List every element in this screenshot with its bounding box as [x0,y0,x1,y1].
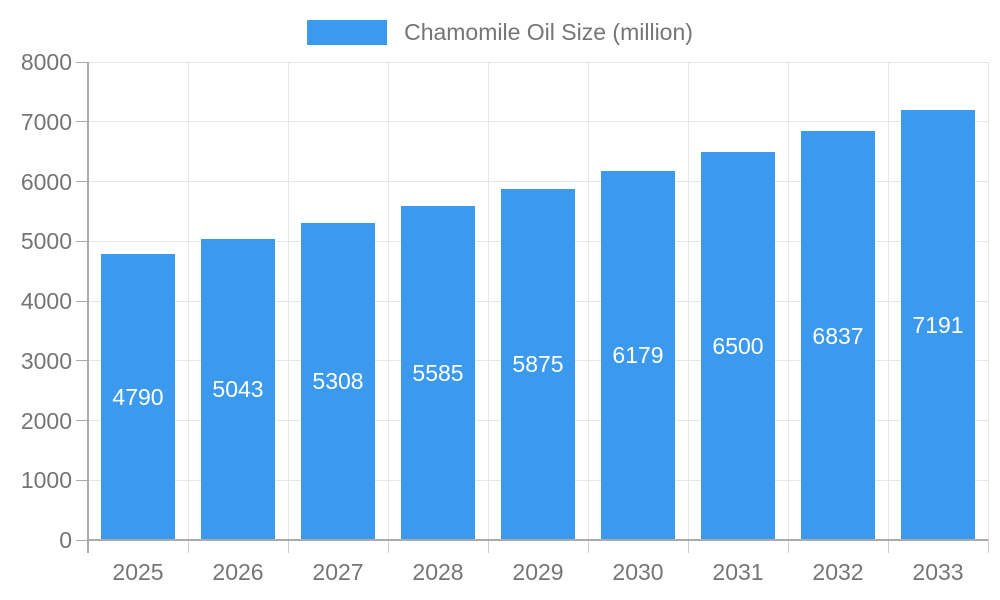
x-axis-label: 2027 [312,559,364,585]
bar-value-label: 5043 [212,376,264,403]
x-tick [487,540,489,553]
bar [101,253,175,540]
bar-value-label: 6837 [812,322,864,349]
y-tick [76,360,88,362]
x-axis-label: 2031 [712,559,764,585]
y-axis-label: 1000 [20,467,72,494]
legend-swatch [307,20,388,45]
x-tick [587,540,589,553]
legend: Chamomile Oil Size (million) [307,19,693,46]
x-axis-label: 2033 [912,559,964,585]
gridline-h [88,61,988,63]
legend-label: Chamomile Oil Size (million) [404,19,693,45]
y-axis-label: 8000 [20,49,72,75]
x-axis-label: 2028 [412,559,464,585]
x-axis-label: 2026 [212,559,264,585]
gridline-v [687,62,689,540]
bar [501,188,575,540]
bar [201,238,275,540]
y-tick [76,181,88,182]
y-tick [76,479,88,481]
bar-value-label: 5585 [412,360,464,387]
x-axis-label: 2025 [112,559,164,585]
bar-value-label: 7191 [912,312,964,339]
y-axis-label: 5000 [20,228,72,255]
x-tick [287,540,289,553]
x-axis-line [88,539,988,541]
y-tick [76,240,88,242]
bar [801,131,875,540]
bar [701,151,775,540]
y-axis-label: 2000 [20,407,72,434]
x-axis-label: 2032 [812,559,864,585]
x-tick [687,540,689,553]
y-tick [76,539,88,541]
gridline-v [887,62,889,540]
bar [601,170,675,540]
y-axis-line [87,62,89,553]
y-tick [76,300,88,302]
y-tick [76,420,88,421]
gridline-h [88,181,988,182]
gridline-v [287,62,289,540]
bar-value-label: 6500 [712,332,764,359]
x-axis-label: 2030 [612,559,664,585]
gridline-v [187,62,189,540]
y-axis-label: 7000 [20,108,72,135]
y-axis-label: 0 [59,527,72,553]
gridline-v [787,62,789,540]
gridline-v [487,62,489,540]
bar-value-label: 4790 [112,383,164,410]
y-axis-label: 3000 [20,347,72,374]
y-tick [76,61,88,63]
x-tick [887,540,889,553]
bar-value-label: 5308 [312,368,364,395]
x-axis-label: 2029 [512,559,564,585]
y-axis-label: 4000 [20,288,72,314]
y-axis-label: 6000 [20,168,72,195]
bar [301,222,375,540]
y-tick [76,121,88,123]
gridline-v [987,62,989,540]
gridline-v [387,62,389,540]
x-tick [987,540,989,553]
x-tick [187,540,189,553]
gridline-h [88,121,988,123]
bar-value-label: 6179 [612,342,664,369]
bar [901,110,975,540]
x-tick [387,540,389,553]
bar-value-label: 5875 [512,351,564,378]
x-tick [787,540,789,553]
bar [401,206,475,540]
gridline-v [587,62,589,540]
